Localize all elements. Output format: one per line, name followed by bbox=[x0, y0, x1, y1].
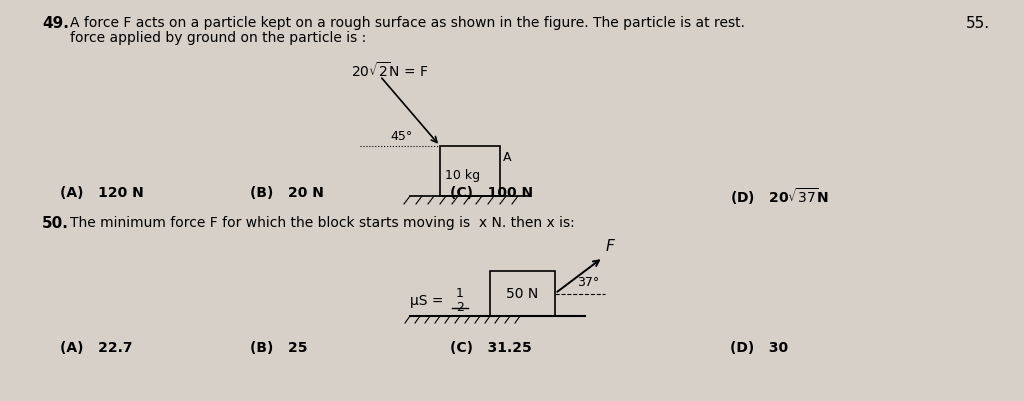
Text: (A)   22.7: (A) 22.7 bbox=[60, 341, 132, 355]
Text: 37°: 37° bbox=[577, 277, 599, 290]
Text: 20$\sqrt{2}$N = F: 20$\sqrt{2}$N = F bbox=[351, 61, 429, 80]
Text: A force F acts on a particle kept on a rough surface as shown in the figure. The: A force F acts on a particle kept on a r… bbox=[70, 16, 745, 30]
Text: 50 N: 50 N bbox=[507, 286, 539, 300]
Text: 10 kg: 10 kg bbox=[445, 168, 480, 182]
Text: (A)   120 N: (A) 120 N bbox=[60, 186, 143, 200]
Text: F: F bbox=[606, 239, 614, 254]
Text: 49.: 49. bbox=[42, 16, 69, 31]
Text: force applied by ground on the particle is :: force applied by ground on the particle … bbox=[70, 31, 367, 45]
Text: (D)   20$\sqrt{37}$N: (D) 20$\sqrt{37}$N bbox=[730, 186, 829, 207]
Text: 2: 2 bbox=[456, 301, 464, 314]
Text: The minimum force F for which the block starts moving is  x N. then x is:: The minimum force F for which the block … bbox=[70, 216, 574, 230]
Text: A: A bbox=[503, 151, 512, 164]
Text: (D)   30: (D) 30 bbox=[730, 341, 788, 355]
Text: (C)   31.25: (C) 31.25 bbox=[450, 341, 531, 355]
Text: (B)   25: (B) 25 bbox=[250, 341, 307, 355]
Text: 55.: 55. bbox=[966, 16, 990, 31]
Text: (C)   100 N: (C) 100 N bbox=[450, 186, 534, 200]
Bar bbox=[440, 146, 500, 196]
Text: μS =: μS = bbox=[410, 294, 443, 308]
Text: 1: 1 bbox=[456, 287, 464, 300]
Text: 50.: 50. bbox=[42, 216, 69, 231]
Text: (B)   20 N: (B) 20 N bbox=[250, 186, 324, 200]
Bar bbox=[490, 271, 555, 316]
Text: 45°: 45° bbox=[390, 130, 413, 143]
